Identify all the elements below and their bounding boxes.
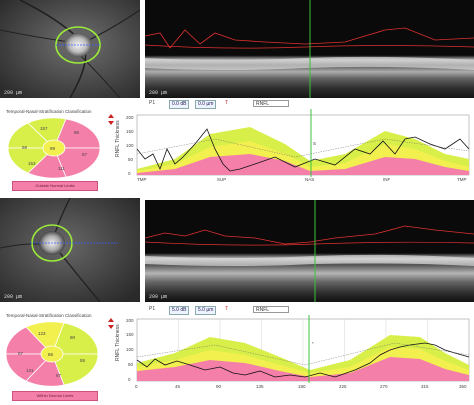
marker-label: T [225, 100, 229, 106]
oct-scale-label: 200 µm [149, 90, 168, 96]
report-panel-2: 200 µm 200 µm [0, 198, 474, 405]
sector-TS-value: 157 [40, 126, 48, 131]
rnfl-graph[interactable]: RNFL Thickness S TMP SUP NAS INF TMP 0 5… [115, 109, 474, 198]
fundus-image[interactable]: 200 µm [0, 198, 140, 302]
ytick-2: 100 [126, 143, 134, 148]
oct-bscan[interactable]: 200 µm [145, 200, 474, 302]
ytick-1: 50 [128, 362, 134, 367]
xtick-2: 90 [216, 384, 222, 389]
xtick-4: TMP [457, 177, 467, 182]
graph-ylabel: RNFL Thickness [115, 120, 121, 157]
sector-NI-value: 111 [58, 166, 65, 171]
report-panel-1: 200 µm 200 µm [0, 0, 474, 200]
layer-select[interactable]: RNFL [253, 306, 289, 313]
xtick-1: SUP [217, 177, 226, 182]
classification-legend: Within Normal Limits [12, 391, 98, 401]
fundus-scale-label: 200 µm [4, 90, 23, 96]
xtick-1: 45 [175, 384, 181, 389]
position-marker: S [313, 141, 316, 146]
sector-NI-value: 97 [56, 373, 62, 378]
offset-button[interactable]: 5.0 µm [195, 306, 217, 315]
fundus-scale-label: 200 µm [4, 294, 23, 300]
ytick-0: 0 [128, 171, 131, 176]
xtick-0: TMP [137, 177, 147, 182]
sector-N-value: 67 [82, 152, 88, 157]
xtick-3: INF [383, 177, 391, 182]
classification-title: Temporal-Nasal-Stratification Classifica… [6, 313, 92, 318]
contrast-button[interactable]: 0.0 dB [169, 100, 190, 109]
ytick-3: 150 [126, 332, 134, 337]
toolbar-label: P1 [149, 306, 156, 312]
xtick-3: 135 [256, 384, 264, 389]
classification-title: Temporal-Nasal-Stratification Classifica… [6, 109, 92, 114]
fundus-image[interactable]: 200 µm [0, 0, 140, 98]
marker-label: T [225, 306, 229, 312]
ytick-4: 200 [126, 115, 134, 120]
y-axis-ticks: 0 50 100 150 200 [126, 318, 134, 382]
position-marker: * [312, 341, 314, 346]
ytick-0: 0 [128, 377, 131, 382]
classification-panel: Temporal-Nasal-Stratification Classifica… [0, 108, 115, 198]
ytick-2: 100 [126, 347, 134, 352]
x-axis-ticks: 0 45 90 135 180 225 270 315 360 [135, 384, 467, 389]
xtick-2: NAS [305, 177, 314, 182]
sector-TI-value: 131 [26, 368, 34, 373]
sector-N-value: 55 [80, 358, 86, 363]
oct-scale-label: 200 µm [149, 294, 168, 300]
toolbar-label: P1 [149, 100, 156, 106]
sector-G-value: 99 [50, 146, 56, 151]
sector-T-value: 98 [22, 145, 28, 150]
xtick-0: 0 [135, 384, 138, 389]
oct-bscan[interactable]: 200 µm [145, 0, 474, 98]
layer-select[interactable]: RNFL [253, 100, 289, 107]
sector-NS-value: 96 [74, 130, 80, 135]
sector-pie-chart: 87 123 90 55 97 131 86 [5, 321, 99, 387]
sector-TI-value: 153 [28, 161, 36, 166]
contrast-button[interactable]: 5.0 dB [169, 306, 190, 315]
scroll-down-icon[interactable] [108, 121, 114, 125]
xtick-8: 360 [459, 384, 467, 389]
sector-NS-value: 90 [70, 335, 76, 340]
xtick-5: 225 [339, 384, 347, 389]
sector-TS-value: 123 [38, 331, 46, 336]
xtick-7: 315 [421, 384, 429, 389]
offset-button[interactable]: 0.0 µm [195, 100, 217, 109]
scroll-up-icon[interactable] [108, 114, 114, 118]
oct-toolbar: P1 5.0 dB 5.0 µm T RNFL [145, 305, 474, 315]
x-axis-ticks: TMP SUP NAS INF TMP [137, 177, 467, 182]
sector-pie-chart: 98 157 96 67 111 153 99 [7, 117, 101, 179]
rnfl-graph[interactable]: RNFL Thickness * 0 45 90 135 180 225 [115, 315, 474, 403]
scroll-down-icon[interactable] [108, 325, 114, 329]
ytick-4: 200 [126, 318, 134, 323]
sector-T-value: 87 [18, 351, 24, 356]
sector-G-value: 86 [48, 352, 54, 357]
y-axis-ticks: 0 50 100 150 200 [126, 115, 134, 176]
xtick-4: 180 [298, 384, 306, 389]
graph-ylabel: RNFL Thickness [115, 324, 121, 361]
ytick-1: 50 [128, 157, 134, 162]
ytick-3: 150 [126, 129, 134, 134]
classification-legend: Outside Normal Limits [12, 181, 98, 191]
scroll-up-icon[interactable] [108, 318, 114, 322]
oct-toolbar: P1 0.0 dB 0.0 µm T RNFL [145, 99, 474, 109]
xtick-6: 270 [380, 384, 388, 389]
classification-panel: Temporal-Nasal-Stratification Classifica… [0, 312, 115, 404]
